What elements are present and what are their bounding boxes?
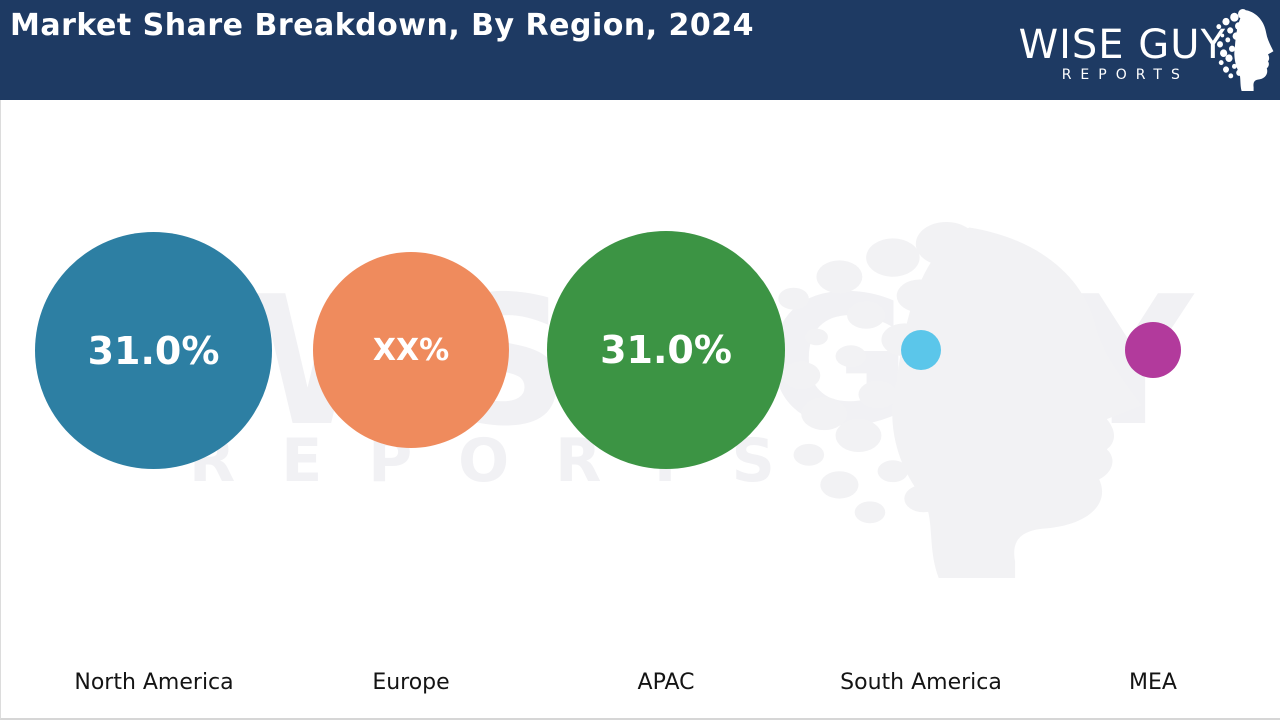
brand-text: WISE GUY REPORTS [1019,24,1226,83]
page-header: Market Share Breakdown, By Region, 2024 … [0,0,1280,100]
page-title: Market Share Breakdown, By Region, 2024 [10,8,755,43]
bubble-value-apac: 31.0% [600,328,732,372]
bubble-value-north-america: 31.0% [87,328,220,373]
bubble-north-america: 31.0% [35,232,272,469]
watermark-face-icon [778,222,1142,578]
bubble-apac: 31.0% [547,231,785,469]
chart-area: WISE GUY REPORTS 31.0% XX% 31.0% North A… [0,100,1280,720]
brand-face-icon [1216,9,1274,91]
bubble-mea [1125,322,1181,378]
brand-logo: WISE GUY REPORTS [1019,8,1274,92]
bubble-value-europe: XX% [372,332,450,368]
category-label-europe: Europe [372,670,450,695]
brand-name: WISE GUY [1018,21,1226,68]
category-label-apac: APAC [637,670,695,695]
category-label-mea: MEA [1129,670,1177,695]
category-label-north-america: North America [74,670,234,695]
bubble-south-america [901,330,941,370]
brand-subtitle: REPORTS [1061,66,1189,83]
bubble-europe: XX% [313,252,509,448]
category-label-south-america: South America [840,670,1002,695]
